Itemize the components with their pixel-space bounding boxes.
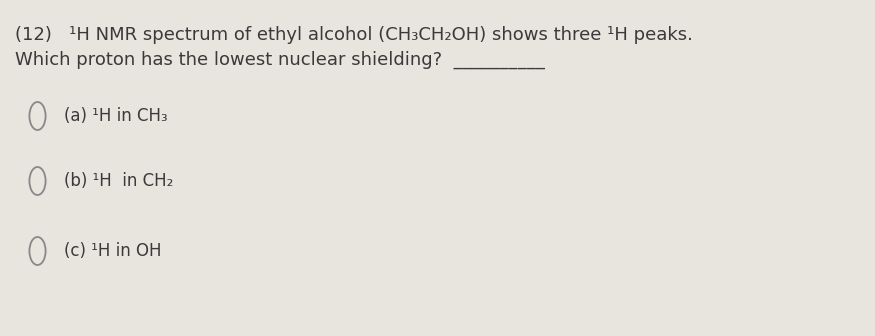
Text: (12)   ¹H NMR spectrum of ethyl alcohol (CH₃CH₂OH) shows three ¹H peaks.: (12) ¹H NMR spectrum of ethyl alcohol (C… — [15, 26, 693, 44]
Text: (c) ¹H in OH: (c) ¹H in OH — [64, 242, 162, 260]
Text: Which proton has the lowest nuclear shielding?  __________: Which proton has the lowest nuclear shie… — [15, 51, 544, 69]
Text: (a) ¹H in CH₃: (a) ¹H in CH₃ — [64, 107, 168, 125]
Text: (b) ¹H  in CH₂: (b) ¹H in CH₂ — [64, 172, 173, 190]
